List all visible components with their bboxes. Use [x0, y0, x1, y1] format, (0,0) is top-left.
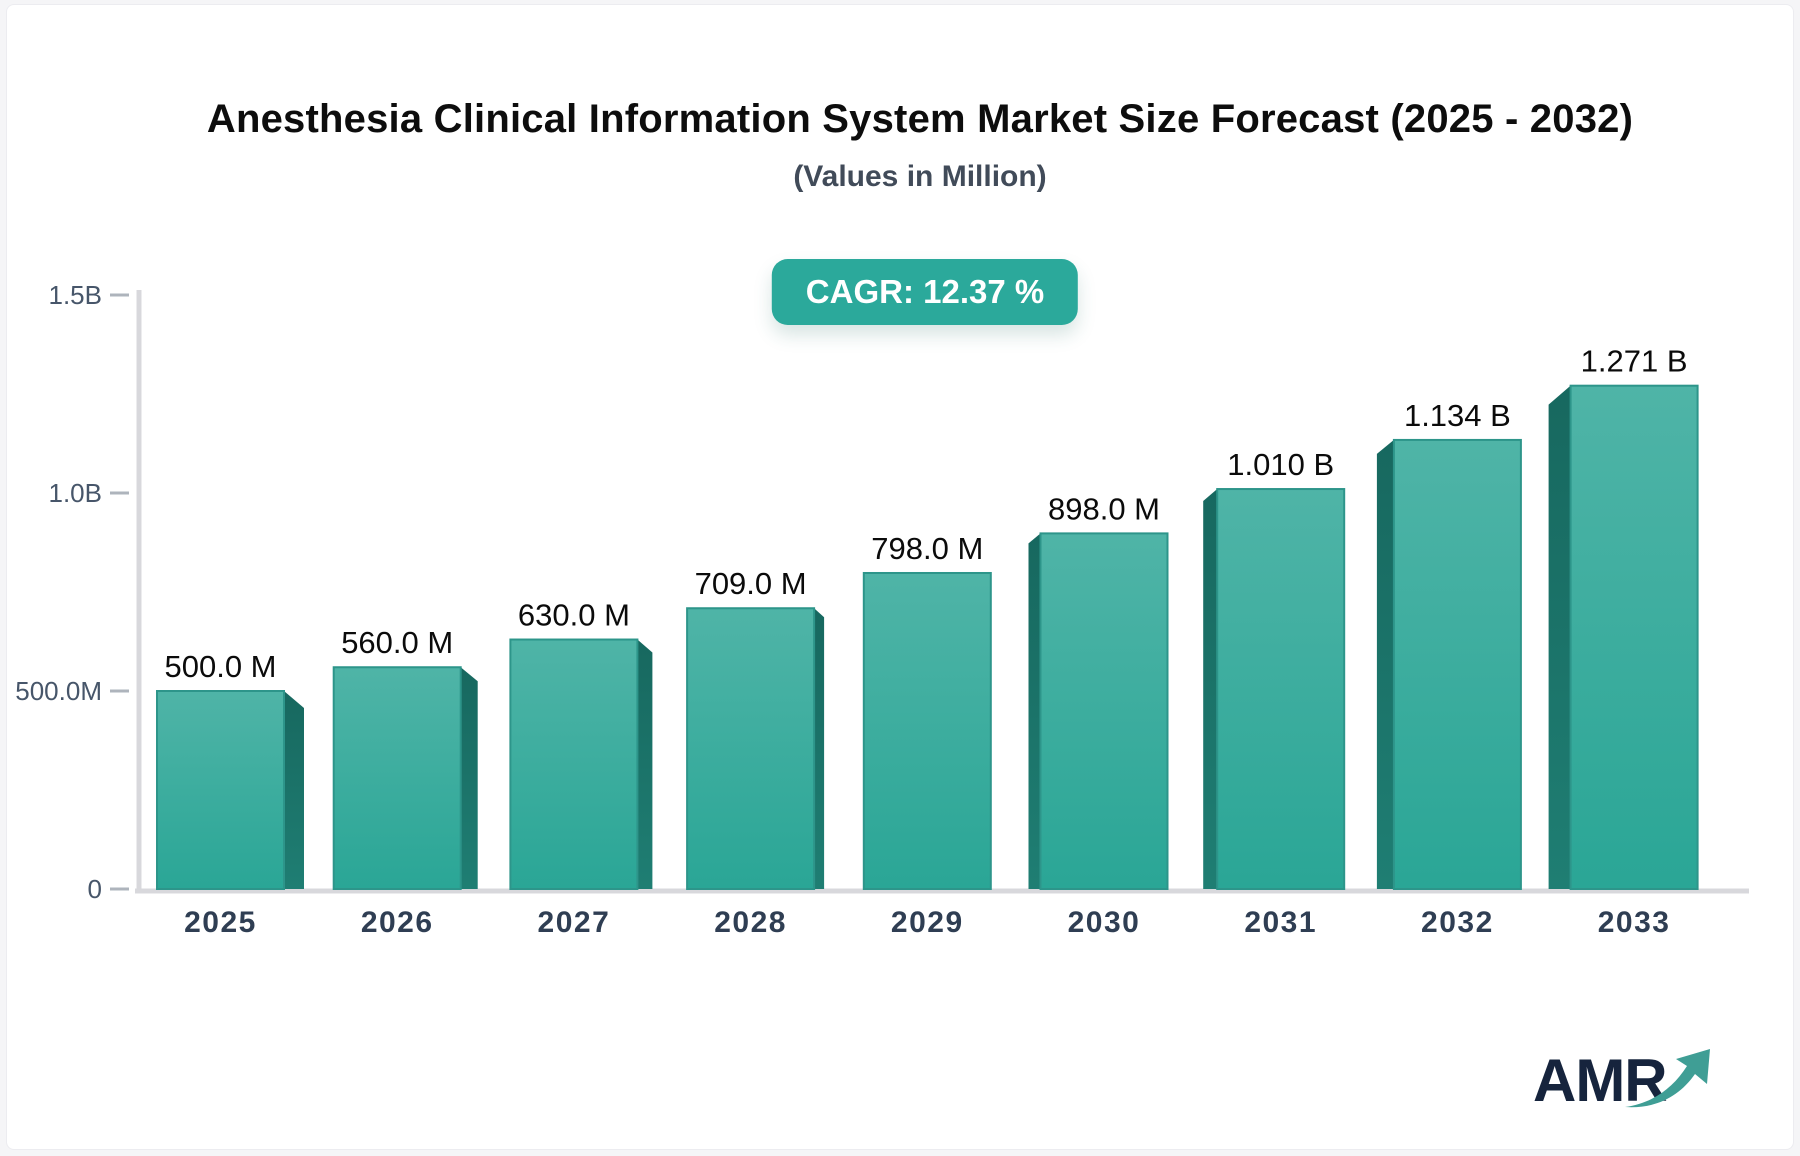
x-category-label-2029: 2029: [891, 906, 964, 939]
chart-card: Anesthesia Clinical Information System M…: [6, 4, 1794, 1150]
amr-logo: AMR: [1533, 1047, 1710, 1114]
bar-front-face: [509, 638, 639, 891]
x-category-label-2025: 2025: [184, 906, 257, 939]
bar-front-face: [332, 666, 462, 890]
bar-front-face: [156, 690, 285, 890]
bar-value-label-2028: 709.0 M: [695, 566, 807, 601]
bar-value-label-2033: 1.271 B: [1581, 344, 1688, 379]
y-tick-label-0: 0: [88, 874, 102, 904]
bar-side-face: [460, 667, 478, 889]
y-tick-label-1.0B: 1.0B: [49, 478, 103, 508]
bar-side-face: [814, 608, 825, 889]
bar-value-label-2025: 500.0 M: [164, 649, 276, 684]
chart-subtitle: (Values in Million): [793, 160, 1047, 193]
bar-side-face: [284, 691, 304, 889]
bar-2029[interactable]: [862, 571, 992, 890]
labels-layer: 500.0 M 2025 560.0 M 2026 630.0 M 2027 709.0 M…: [164, 344, 1687, 939]
bar-front-face: [1216, 488, 1346, 890]
chart-title: Anesthesia Clinical Information System M…: [206, 97, 1634, 141]
bar-side-face: [1376, 439, 1394, 889]
bar-front-face: [1039, 532, 1169, 891]
x-category-label-2033: 2033: [1598, 906, 1671, 939]
bar-chart: 0 500.0M 1.0B 1.5B 500.0 M 2025 560.0 M 2026 63…: [15, 280, 1749, 939]
bar-value-label-2032: 1.134 B: [1404, 398, 1511, 433]
bars-layer: [156, 384, 1699, 891]
axis-layer: 0 500.0M 1.0B 1.5B: [15, 280, 1749, 904]
cagr-badge: CAGR: 12.37 %: [771, 259, 1079, 325]
bar-front-face: [1392, 438, 1522, 890]
x-category-label-2028: 2028: [714, 906, 787, 939]
bar-2033[interactable]: [1548, 384, 1699, 890]
bar-value-label-2030: 898.0 M: [1048, 491, 1160, 526]
bar-front-face: [686, 607, 816, 891]
bar-2028[interactable]: [686, 607, 825, 891]
bar-value-label-2026: 560.0 M: [341, 625, 453, 660]
x-category-label-2031: 2031: [1244, 906, 1317, 939]
bar-2032[interactable]: [1376, 438, 1522, 890]
y-tick-label-1.5B: 1.5B: [49, 280, 103, 310]
bar-front-face: [862, 571, 992, 890]
chart-header: Anesthesia Clinical Information System M…: [47, 97, 1793, 194]
bar-2030[interactable]: [1028, 532, 1169, 891]
bar-2027[interactable]: [509, 638, 653, 891]
amr-logo-arrow-icon: [1625, 1049, 1710, 1108]
bar-value-label-2031: 1.010 B: [1227, 447, 1334, 482]
y-tick-label-500.0M: 500.0M: [15, 676, 102, 706]
x-category-label-2030: 2030: [1068, 906, 1141, 939]
bar-side-face: [637, 639, 653, 889]
x-category-label-2027: 2027: [538, 906, 611, 939]
bar-2025[interactable]: [156, 690, 304, 890]
bar-side-face: [1548, 385, 1571, 889]
bar-value-label-2029: 798.0 M: [871, 531, 983, 566]
bar-2031[interactable]: [1203, 488, 1346, 890]
x-category-label-2032: 2032: [1421, 906, 1494, 939]
bar-value-label-2027: 630.0 M: [518, 598, 630, 633]
bar-side-face: [1028, 533, 1041, 889]
bar-front-face: [1569, 384, 1699, 890]
bar-2026[interactable]: [332, 666, 478, 890]
x-category-label-2026: 2026: [361, 906, 434, 939]
bar-side-face: [1203, 489, 1218, 889]
